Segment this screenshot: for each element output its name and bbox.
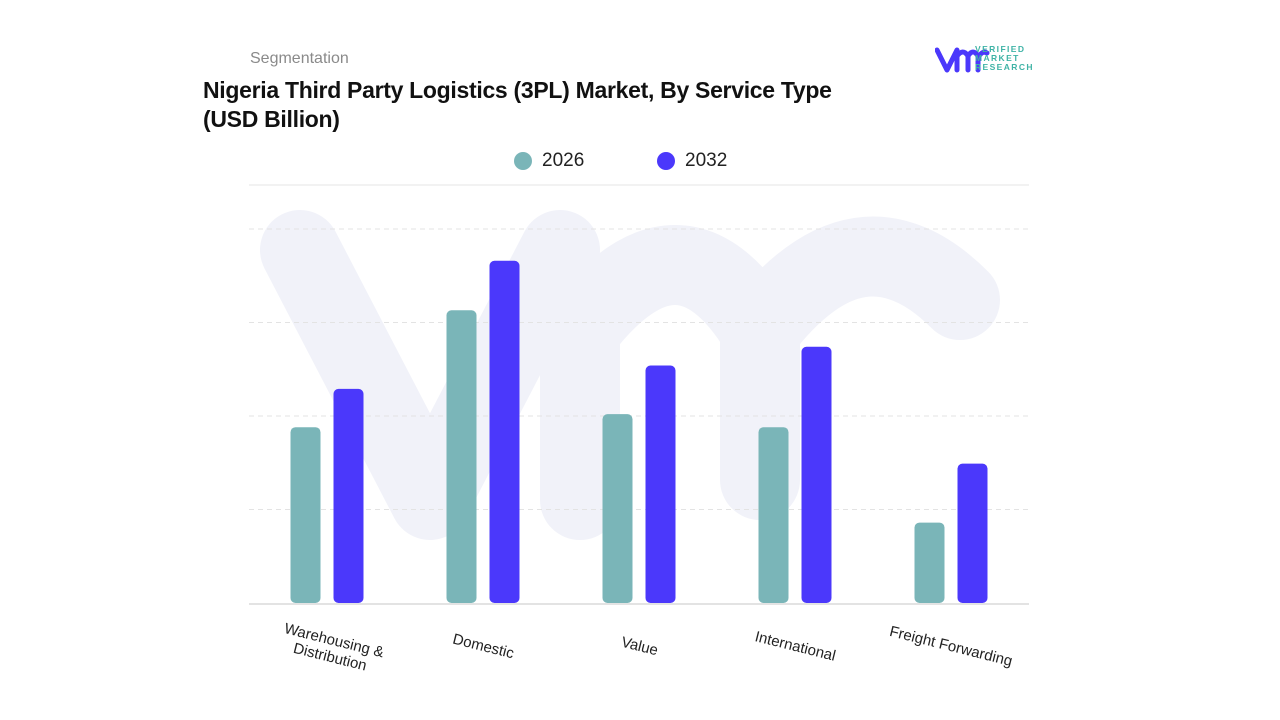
chart-title: Nigeria Third Party Logistics (3PL) Mark… — [203, 76, 903, 134]
legend-swatch-2032 — [657, 152, 675, 170]
bar-2032-freight-forwarding — [957, 463, 988, 603]
bar-2026-value — [602, 414, 633, 603]
legend-item-2032: 2032 — [657, 150, 727, 172]
bar-2032-warehousing-distribution — [333, 388, 364, 603]
bar-2026-domestic — [446, 310, 477, 603]
logo-text: VERIFIED MARKET RESEARCH — [975, 44, 1034, 72]
bar-2026-warehousing-distribution — [290, 427, 321, 603]
bar-2032-value — [645, 365, 676, 603]
legend-item-2026: 2026 — [514, 150, 584, 172]
bar-2026-international — [758, 427, 789, 603]
bar-2032-international — [801, 346, 832, 603]
chart-title-line1: Nigeria Third Party Logistics (3PL) Mark… — [203, 77, 832, 103]
legend-label-2032: 2032 — [685, 150, 728, 171]
vmr-logo-mark — [935, 47, 990, 73]
legend-label-2026: 2026 — [542, 150, 585, 171]
legend-swatch-2026 — [514, 152, 532, 170]
bar-2026-freight-forwarding — [914, 522, 945, 603]
bar-2032-domestic — [489, 260, 520, 603]
chart-title-line2: (USD Billion) — [203, 106, 340, 132]
legend: 2026 2032 — [0, 150, 1280, 174]
section-label: Segmentation — [250, 50, 349, 67]
